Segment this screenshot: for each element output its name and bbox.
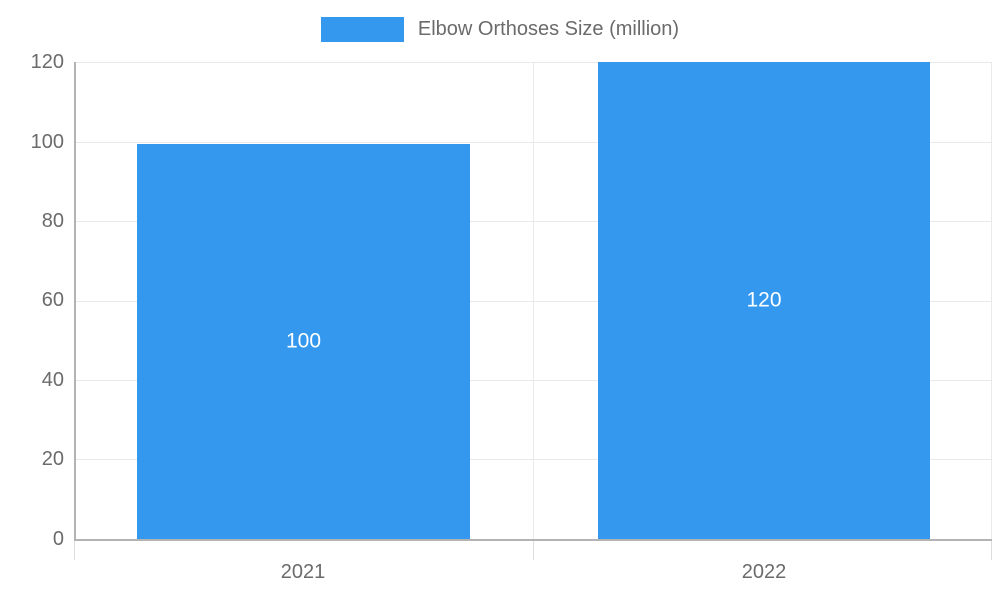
chart-legend: Elbow Orthoses Size (million): [0, 0, 1000, 58]
bar-value-label-2022: 120: [746, 288, 782, 312]
y-axis-line: [74, 62, 76, 540]
y-tick-label-60: 60: [41, 289, 64, 311]
plot-area: 100 120: [74, 62, 992, 539]
x-tick-end: [991, 541, 992, 560]
x-tick-middle: [533, 541, 534, 560]
gridline-right-edge: [991, 62, 992, 539]
legend-label: Elbow Orthoses Size (million): [417, 18, 680, 40]
legend-item-elbow-orthoses-size[interactable]: Elbow Orthoses Size (million): [320, 16, 680, 42]
y-tick-label-0: 0: [52, 528, 64, 550]
x-axis-label-2022: 2022: [741, 561, 787, 583]
y-tick-label-80: 80: [41, 210, 64, 232]
bar-2021[interactable]: 100: [137, 144, 470, 539]
y-tick-label-120: 120: [30, 51, 64, 73]
legend-color-swatch: [320, 16, 404, 42]
bar-value-label-2021: 100: [285, 329, 322, 353]
x-axis-label-2021: 2021: [280, 561, 326, 583]
y-tick-label-40: 40: [41, 369, 64, 391]
gridline-category-divider: [533, 62, 534, 539]
y-axis-tick-labels: 120 100 80 60 40 20 0: [0, 0, 64, 600]
y-tick-label-100: 100: [30, 131, 64, 153]
y-tick-label-20: 20: [41, 448, 64, 470]
x-tick-start: [74, 541, 75, 560]
bar-2022[interactable]: 120: [598, 62, 930, 539]
x-axis-line: [74, 539, 992, 541]
